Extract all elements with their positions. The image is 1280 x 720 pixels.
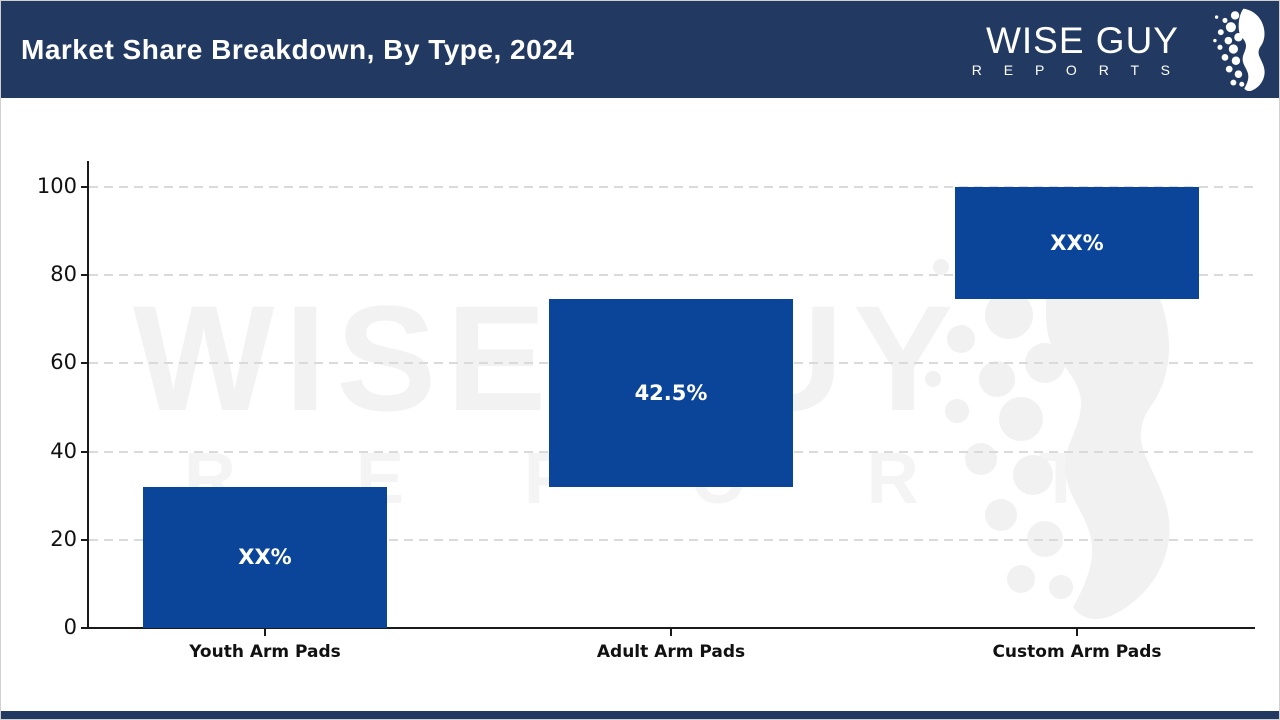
y-tick-label-80: 80 [50,262,77,287]
footer-band [1,711,1279,719]
y-tick-label-60: 60 [50,350,77,375]
gridline-20 [89,538,1255,541]
watermark-wordmark: WISE GUY [133,274,953,442]
gridline-100 [89,186,1255,188]
x-tick-1 [670,629,672,636]
header-band: Market Share Breakdown, By Type, 2024 WI… [1,1,1279,98]
y-tick-label-40: 40 [50,438,77,463]
category-label: Custom Arm Pads [992,642,1162,662]
y-tick-80 [81,274,89,277]
bar-value-label: XX% [1050,231,1104,256]
page-title: Market Share Breakdown, By Type, 2024 [21,33,575,65]
category-label: Adult Arm Pads [596,642,746,662]
logo-wordmark: WISE GUY [985,19,1179,61]
y-tick-100 [81,186,89,188]
y-axis-line [87,161,89,629]
y-tick-label-100: 100 [36,174,77,198]
bar-segment[interactable]: 42.5% [549,299,793,487]
x-axis-line [87,627,1255,629]
y-tick-label-0: 0 [63,615,77,639]
logo-subtitle: R E P O R T S [971,61,1179,78]
y-tick-0 [81,627,89,629]
wise-guy-logo: WISE GUY R E P O R T S [968,7,1269,91]
category-label: Youth Arm Pads [189,642,341,662]
bar-value-label: XX% [238,545,292,570]
bar-segment[interactable]: XX% [955,187,1199,300]
y-tick-20 [81,538,89,541]
y-tick-60 [81,362,89,365]
x-tick-2 [1076,629,1078,636]
bar-segment[interactable]: XX% [143,486,387,628]
x-tick-0 [264,629,266,636]
logo-text: WISE GUY R E P O R T S [968,19,1179,78]
bar-value-label: 42.5% [634,381,708,406]
y-tick-label-20: 20 [50,526,77,551]
y-tick-40 [81,450,89,453]
logo-face-icon [1213,8,1265,91]
gridline-80 [89,274,1255,277]
